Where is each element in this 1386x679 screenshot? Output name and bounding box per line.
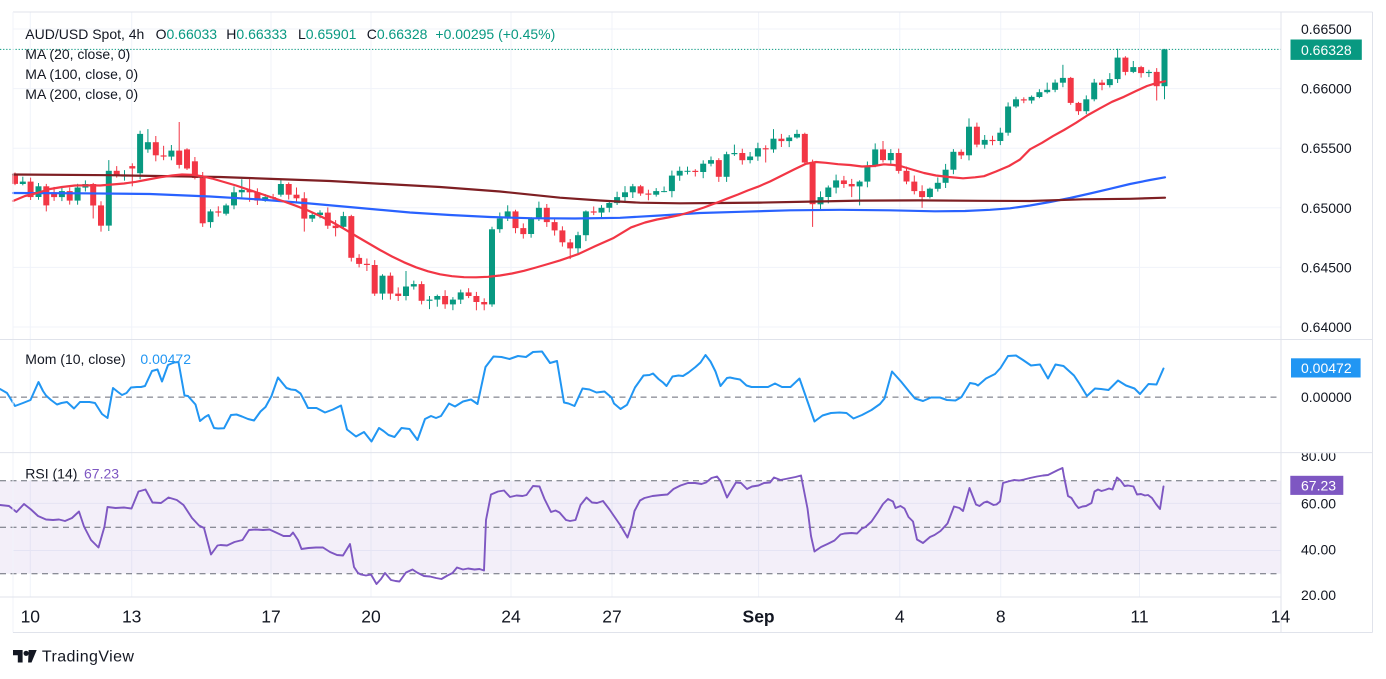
svg-text:0.66500: 0.66500 bbox=[1301, 21, 1352, 37]
svg-text:0.65000: 0.65000 bbox=[1301, 200, 1352, 216]
svg-text:0.65500: 0.65500 bbox=[1301, 140, 1352, 156]
svg-text:Mom (10, close): Mom (10, close) bbox=[25, 351, 125, 367]
svg-text:TradingView: TradingView bbox=[42, 649, 134, 666]
svg-text:C0.66328: C0.66328 bbox=[367, 26, 428, 42]
svg-text:0.00472: 0.00472 bbox=[1301, 360, 1352, 376]
svg-text:27: 27 bbox=[602, 607, 621, 627]
svg-text:+0.00295 (+0.45%): +0.00295 (+0.45%) bbox=[435, 26, 555, 42]
svg-text:0.64000: 0.64000 bbox=[1301, 319, 1352, 335]
svg-text:0.66000: 0.66000 bbox=[1301, 81, 1352, 97]
svg-text:RSI (14): RSI (14) bbox=[25, 465, 77, 481]
svg-text:O0.66033: O0.66033 bbox=[156, 26, 218, 42]
svg-text:20.00: 20.00 bbox=[1301, 587, 1336, 603]
svg-text:AUD/USD Spot, 4h: AUD/USD Spot, 4h bbox=[25, 26, 144, 42]
svg-text:60.00: 60.00 bbox=[1301, 495, 1336, 511]
svg-text:67.23: 67.23 bbox=[84, 465, 119, 481]
svg-text:11: 11 bbox=[1130, 607, 1148, 627]
svg-text:20: 20 bbox=[361, 607, 381, 627]
svg-text:40.00: 40.00 bbox=[1301, 542, 1336, 558]
svg-text:MA (200, close, 0): MA (200, close, 0) bbox=[25, 86, 138, 102]
svg-text:Sep: Sep bbox=[743, 607, 775, 627]
svg-text:8: 8 bbox=[996, 607, 1006, 627]
svg-text:H0.66333: H0.66333 bbox=[226, 26, 287, 42]
svg-text:13: 13 bbox=[122, 607, 141, 627]
svg-text:10: 10 bbox=[21, 607, 41, 627]
svg-text:4: 4 bbox=[895, 607, 905, 627]
svg-text:24: 24 bbox=[501, 607, 521, 627]
svg-text:17: 17 bbox=[261, 607, 280, 627]
svg-text:80.00: 80.00 bbox=[1301, 448, 1336, 464]
svg-text:L0.65901: L0.65901 bbox=[298, 26, 357, 42]
svg-text:0.64500: 0.64500 bbox=[1301, 259, 1352, 275]
svg-text:MA (20, close, 0): MA (20, close, 0) bbox=[25, 46, 130, 62]
svg-text:14: 14 bbox=[1271, 607, 1291, 627]
svg-text:0.00472: 0.00472 bbox=[140, 351, 191, 367]
svg-text:MA (100, close, 0): MA (100, close, 0) bbox=[25, 66, 138, 82]
svg-text:0.66328: 0.66328 bbox=[1301, 42, 1352, 58]
svg-text:0.00000: 0.00000 bbox=[1301, 389, 1352, 405]
svg-text:67.23: 67.23 bbox=[1301, 478, 1336, 494]
